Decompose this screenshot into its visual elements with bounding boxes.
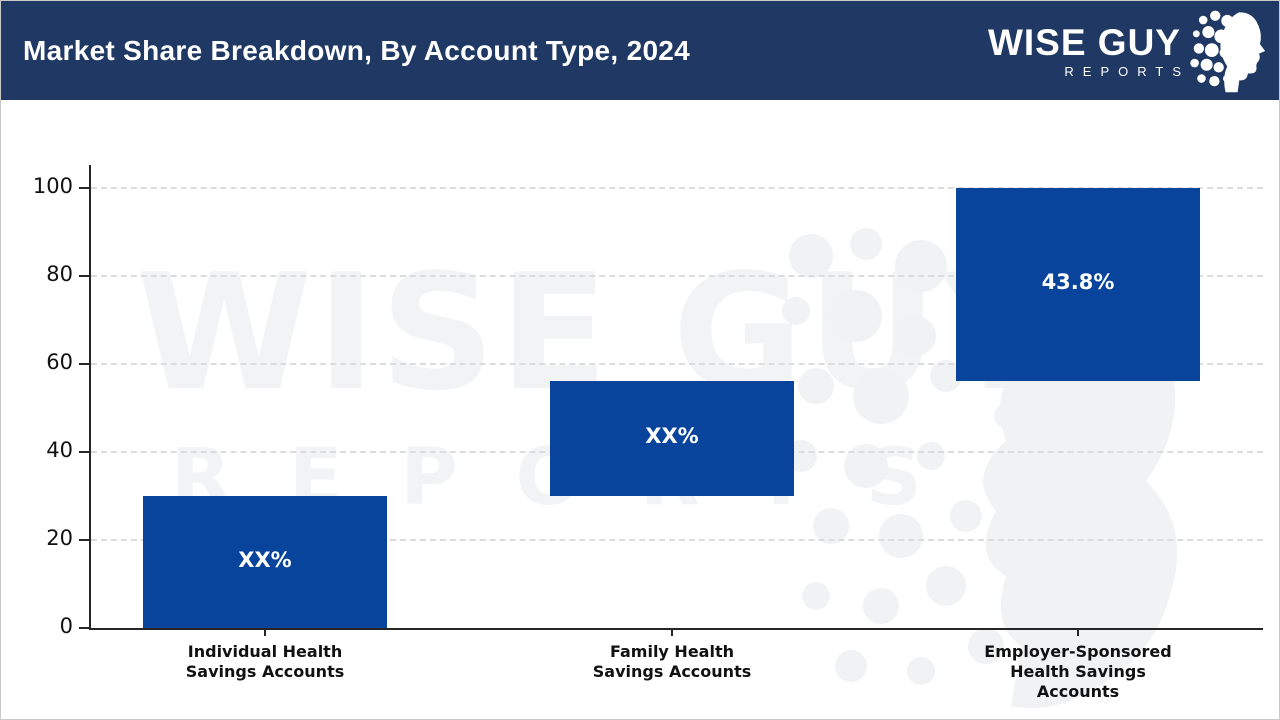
y-tick bbox=[79, 627, 89, 629]
y-tick-label: 0 bbox=[59, 614, 73, 638]
gridline bbox=[91, 539, 1263, 541]
bar-segment bbox=[550, 380, 794, 496]
gridline bbox=[91, 275, 1263, 277]
category-label: Individual Health Savings Accounts bbox=[185, 642, 345, 681]
x-tick bbox=[671, 628, 673, 636]
y-tick-label: 20 bbox=[46, 526, 73, 550]
bar-segment bbox=[956, 188, 1200, 381]
y-tick-label: 40 bbox=[46, 438, 73, 462]
y-tick-label: 80 bbox=[46, 262, 73, 286]
bar-value-label: XX% bbox=[238, 548, 292, 572]
x-tick bbox=[264, 628, 266, 636]
bar-segment bbox=[143, 496, 387, 628]
wiseguy-face-icon bbox=[1190, 10, 1266, 93]
watermark-face-icon bbox=[782, 228, 1178, 709]
x-tick bbox=[1077, 628, 1079, 636]
bar-value-label: XX% bbox=[645, 424, 699, 449]
bar-value-label: 43.8% bbox=[1041, 270, 1115, 295]
wiseguy-logo-text: WISE GUY REPORTS bbox=[988, 24, 1181, 78]
y-axis-spine bbox=[89, 165, 91, 630]
y-tick-label: 100 bbox=[32, 174, 73, 198]
gridline bbox=[91, 363, 1263, 365]
y-tick bbox=[79, 275, 89, 277]
y-tick bbox=[79, 539, 89, 541]
header: Market Share Breakdown, By Account Type,… bbox=[1, 1, 1279, 100]
y-tick bbox=[79, 451, 89, 453]
wiseguy-logo: WISE GUY REPORTS bbox=[988, 8, 1275, 94]
logo-wordmark: WISE GUY bbox=[987, 22, 1181, 63]
page-title: Market Share Breakdown, By Account Type,… bbox=[23, 35, 691, 66]
y-tick-label: 60 bbox=[46, 350, 73, 374]
gridline bbox=[91, 187, 1263, 189]
logo-subtitle: REPORTS bbox=[1064, 64, 1190, 79]
category-label: Employer-Sponsored Health Savings Accounts bbox=[984, 642, 1172, 701]
x-axis-spine bbox=[89, 628, 1263, 630]
category-label: Family Health Savings Accounts bbox=[592, 642, 752, 681]
y-tick bbox=[79, 187, 89, 189]
y-tick bbox=[79, 363, 89, 365]
